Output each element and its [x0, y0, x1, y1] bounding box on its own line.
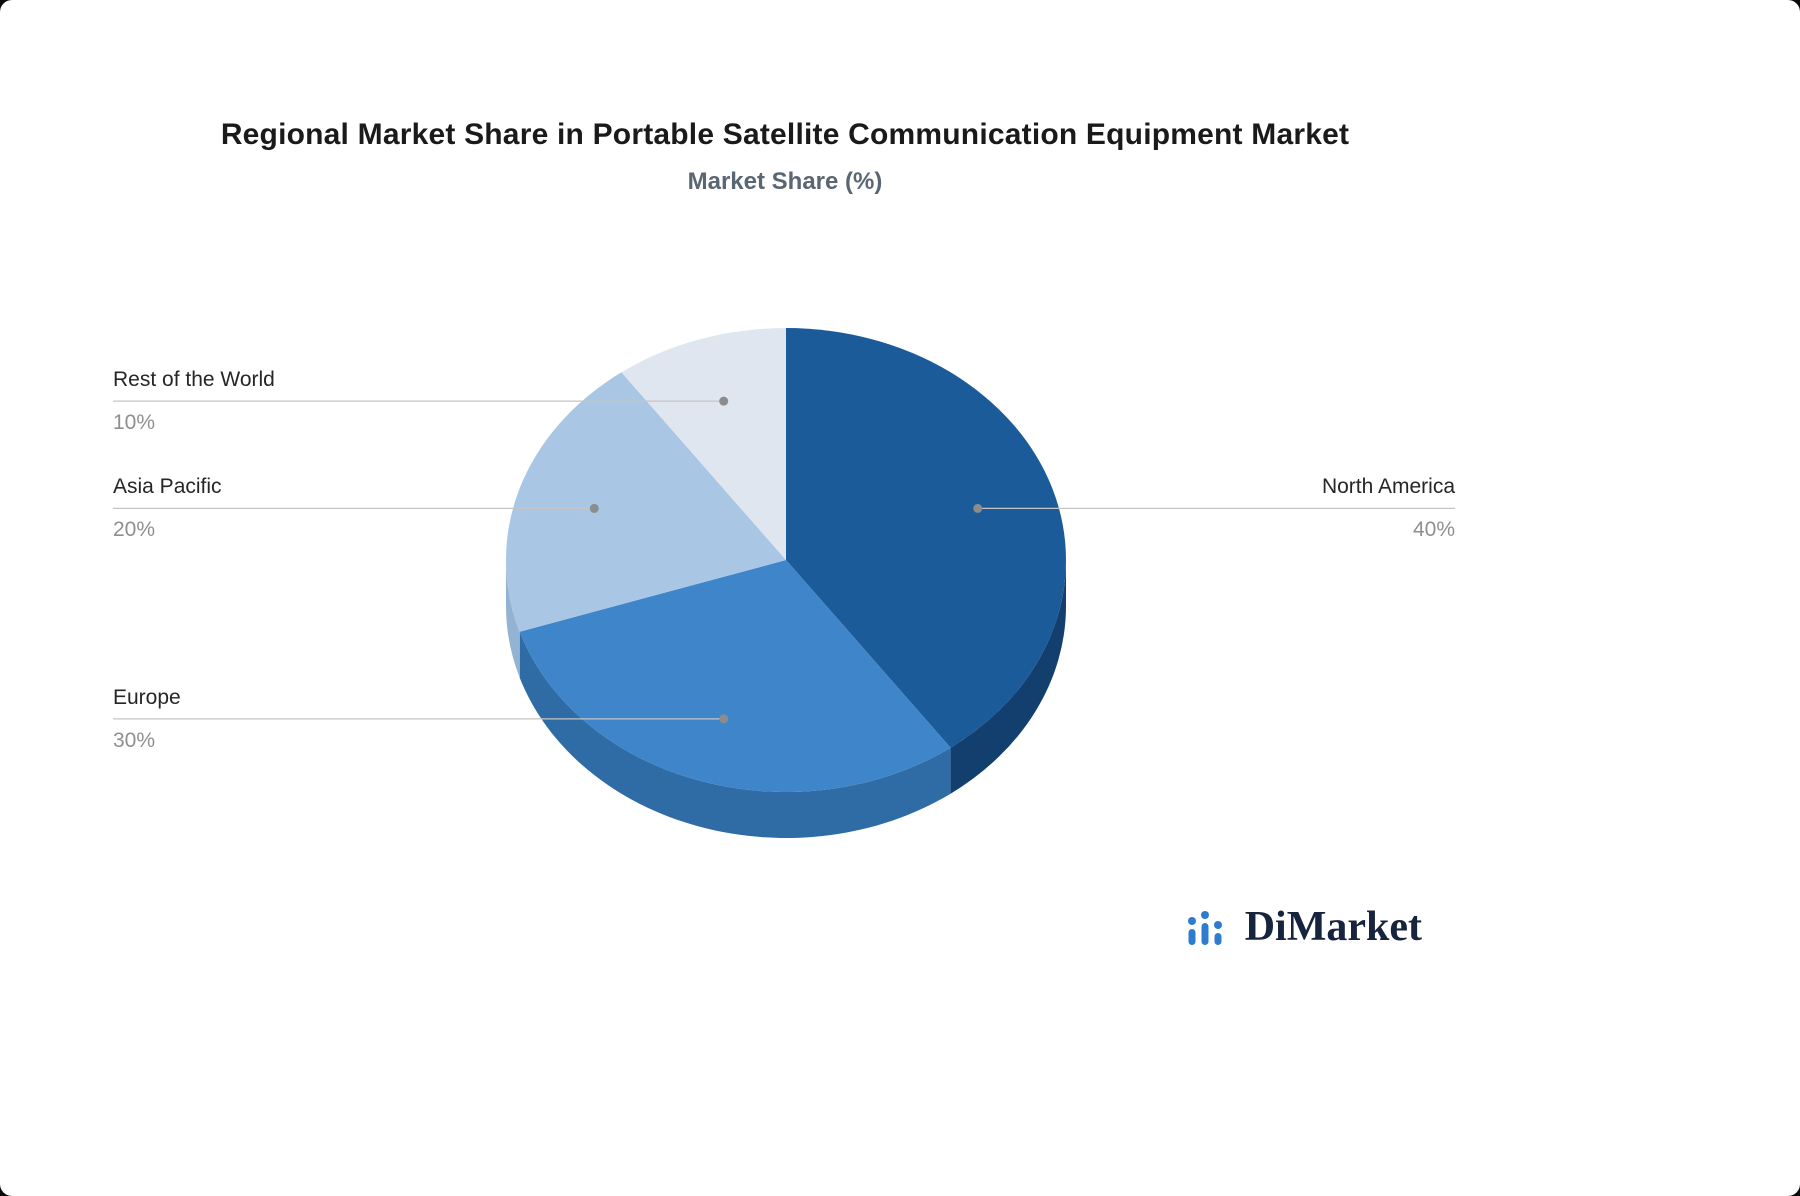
- chart-subtitle: Market Share (%): [687, 168, 883, 195]
- pie-slice-europe: [519, 560, 951, 792]
- dimarket-logo-text: DiMarket: [1244, 904, 1422, 950]
- slice-label: North America: [1321, 475, 1455, 499]
- pie-slice-side: [950, 560, 1066, 794]
- dimarket-logo: DiMarket: [1183, 903, 1422, 951]
- slice-value: 30%: [113, 728, 156, 752]
- pie-slice-rest-of-the-world: [621, 328, 786, 560]
- leader-dot: [973, 503, 983, 513]
- slice-value: 10%: [113, 411, 156, 435]
- slice-label: Rest of the World: [113, 368, 275, 392]
- slice-label: Europe: [113, 685, 181, 709]
- pie-slice-side: [506, 560, 520, 678]
- pie-slice-north-america: [786, 328, 1066, 748]
- pie-slice-side: [519, 631, 951, 839]
- chart-title: Regional Market Share in Portable Satell…: [220, 118, 1350, 151]
- slice-value: 40%: [1412, 518, 1455, 542]
- leader-dot: [719, 396, 729, 406]
- leader-dot: [589, 503, 599, 513]
- pie-slice-asia-pacific: [505, 372, 786, 632]
- dimarket-logo-icon: [1187, 911, 1222, 945]
- leader-dot: [719, 714, 729, 724]
- slice-value: 20%: [113, 518, 156, 542]
- slice-label: Asia Pacific: [113, 475, 222, 499]
